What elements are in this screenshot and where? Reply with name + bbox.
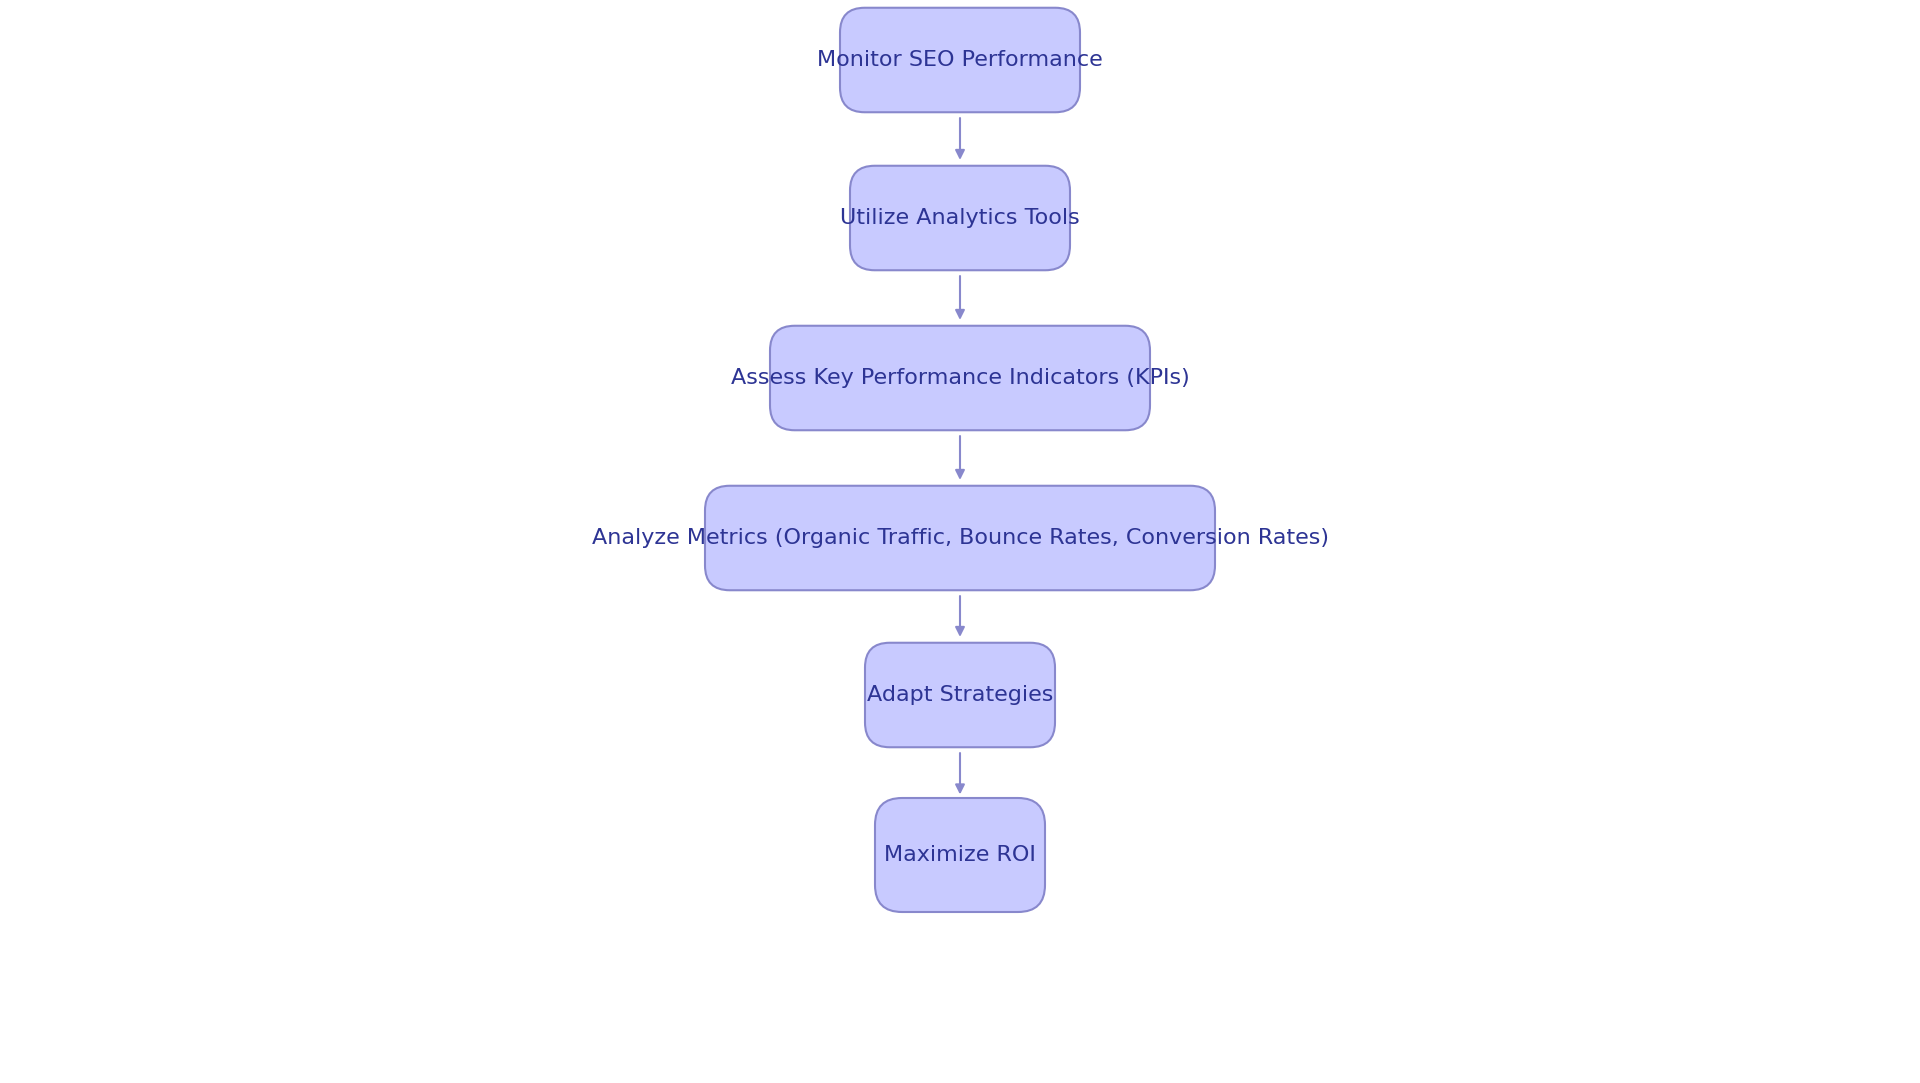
Text: Maximize ROI: Maximize ROI xyxy=(883,845,1037,865)
Text: Utilize Analytics Tools: Utilize Analytics Tools xyxy=(841,208,1079,229)
FancyBboxPatch shape xyxy=(851,166,1069,271)
FancyBboxPatch shape xyxy=(866,642,1054,747)
Text: Monitor SEO Performance: Monitor SEO Performance xyxy=(818,50,1102,70)
FancyBboxPatch shape xyxy=(705,486,1215,590)
Text: Adapt Strategies: Adapt Strategies xyxy=(866,686,1054,705)
FancyBboxPatch shape xyxy=(841,8,1079,113)
FancyBboxPatch shape xyxy=(876,798,1044,912)
Text: Assess Key Performance Indicators (KPIs): Assess Key Performance Indicators (KPIs) xyxy=(732,368,1188,388)
Text: Analyze Metrics (Organic Traffic, Bounce Rates, Conversion Rates): Analyze Metrics (Organic Traffic, Bounce… xyxy=(591,529,1329,548)
FancyBboxPatch shape xyxy=(770,326,1150,430)
